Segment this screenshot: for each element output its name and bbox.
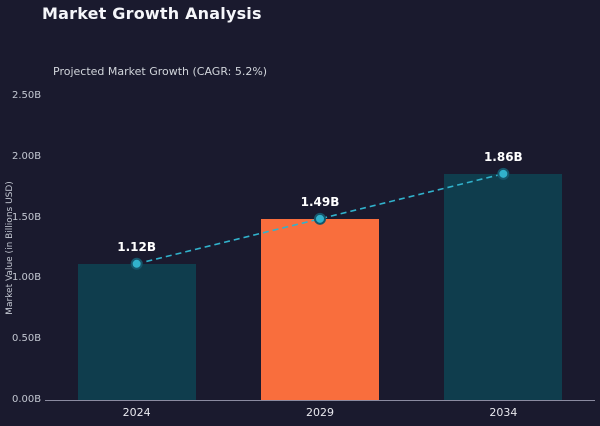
bar-2029 bbox=[261, 218, 379, 400]
y-axis-label: Market Value (in Billions USD) bbox=[5, 181, 15, 315]
y-tick-label: 0.00B bbox=[12, 394, 42, 405]
x-tick-2034: 2034 bbox=[489, 406, 518, 419]
x-tick-2029: 2029 bbox=[306, 406, 334, 419]
bar-2024 bbox=[77, 263, 196, 400]
page-title: Market Growth Analysis bbox=[42, 4, 262, 23]
y-tick-label: 1.00B bbox=[12, 272, 42, 284]
y-tick-label: 2.00B bbox=[12, 150, 42, 162]
value-label-2024: 1.12B bbox=[117, 239, 157, 254]
value-label-2034: 1.86B bbox=[483, 149, 523, 164]
value-label-2029: 1.49B bbox=[300, 194, 340, 209]
chart-subtitle: Projected Market Growth (CAGR: 5.2%) bbox=[53, 65, 268, 78]
x-tick-2024: 2024 bbox=[122, 406, 151, 419]
plot-area: 1.12B 2024 1.49B 2029 1.86B 2034 bbox=[45, 96, 595, 419]
bar-2034 bbox=[444, 173, 563, 400]
y-tick-label: 1.50B bbox=[12, 211, 42, 223]
y-tick-label: 2.50B bbox=[12, 90, 42, 101]
y-tick-label: 0.50B bbox=[12, 333, 42, 345]
